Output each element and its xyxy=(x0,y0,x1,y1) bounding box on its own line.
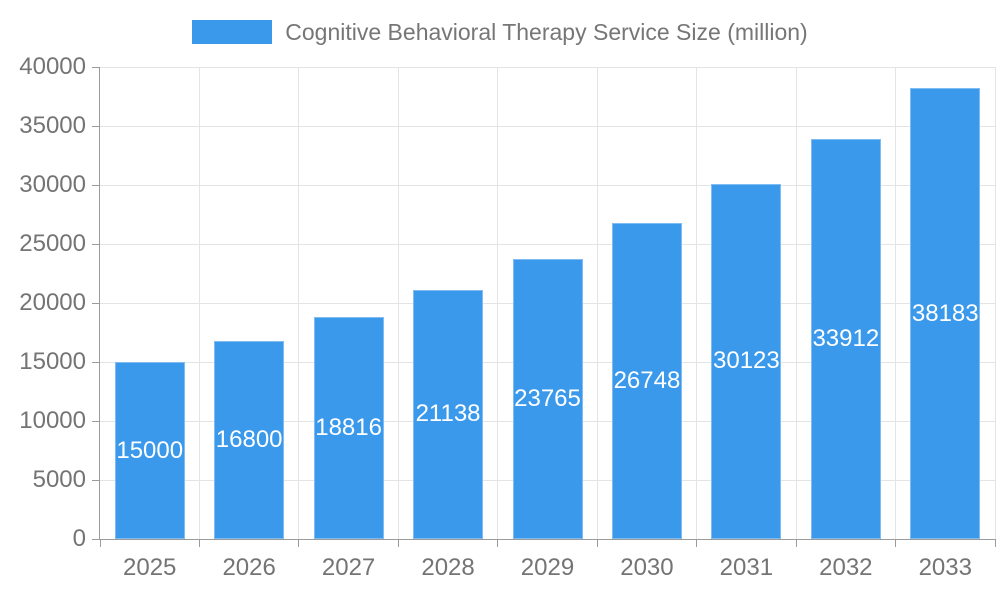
bar-2027[interactable] xyxy=(313,316,384,539)
bar-2028[interactable] xyxy=(413,289,484,539)
x-axis-tick xyxy=(198,539,200,547)
gridline-vertical xyxy=(298,67,300,539)
legend-swatch-icon xyxy=(192,20,273,44)
bar-value-label: 18816 xyxy=(315,413,382,441)
y-axis-tick xyxy=(92,538,100,540)
y-axis-tick xyxy=(92,66,100,68)
y-axis-tick-label: 10000 xyxy=(19,407,86,434)
x-axis-tick xyxy=(298,539,300,547)
bar-2033[interactable] xyxy=(910,88,981,539)
x-axis-tick xyxy=(397,539,399,547)
y-axis-tick xyxy=(92,125,100,127)
gridline-vertical xyxy=(596,67,598,539)
gridline-vertical xyxy=(397,67,399,539)
gridline-vertical xyxy=(198,67,200,539)
y-axis-line xyxy=(99,67,100,540)
gridline-vertical xyxy=(994,67,996,539)
gridline-horizontal xyxy=(100,184,995,186)
gridline-vertical xyxy=(795,67,797,539)
bar-value-label: 23765 xyxy=(514,384,581,412)
x-axis-tick-label: 2030 xyxy=(620,554,674,581)
x-axis-tick xyxy=(696,539,698,547)
x-axis-line xyxy=(100,539,995,540)
x-axis-tick-label: 2027 xyxy=(321,554,376,581)
x-axis-tick xyxy=(596,539,598,547)
bar-value-label: 16800 xyxy=(215,425,283,453)
bar-value-label: 30123 xyxy=(713,347,780,375)
y-axis-tick xyxy=(92,302,100,304)
y-axis-tick xyxy=(92,479,100,481)
bar-value-label: 33912 xyxy=(812,324,880,352)
gridline-vertical xyxy=(696,67,698,539)
x-axis-tick-label: 2031 xyxy=(719,554,774,581)
y-axis-tick-label: 15000 xyxy=(19,348,86,375)
y-axis-tick-label: 35000 xyxy=(19,112,86,139)
bar-2030[interactable] xyxy=(611,223,682,539)
bar-2026[interactable] xyxy=(214,340,285,539)
gridline-horizontal xyxy=(100,243,995,245)
y-axis-tick-label: 30000 xyxy=(19,171,86,198)
x-axis-tick-label: 2029 xyxy=(520,554,575,581)
bar-2025[interactable] xyxy=(114,362,185,539)
y-axis-tick-label: 40000 xyxy=(19,53,86,80)
bar-value-label: 15000 xyxy=(116,436,184,464)
x-axis-tick xyxy=(795,539,797,547)
y-axis-tick xyxy=(92,420,100,422)
x-axis-tick-label: 2033 xyxy=(918,554,972,581)
gridline-horizontal xyxy=(100,125,995,127)
bar-value-label: 21138 xyxy=(415,400,481,428)
bar-2031[interactable] xyxy=(711,183,782,539)
x-axis-tick xyxy=(99,539,101,547)
chart-legend-item[interactable]: Cognitive Behavioral Therapy Service Siz… xyxy=(0,18,1000,46)
y-axis-tick-label: 0 xyxy=(72,525,86,552)
y-axis-tick-label: 5000 xyxy=(32,466,86,493)
x-axis-tick-label: 2028 xyxy=(421,554,475,581)
x-axis-tick-label: 2032 xyxy=(819,554,873,581)
bar-value-label: 26748 xyxy=(613,367,681,395)
y-axis-tick-label: 25000 xyxy=(19,230,86,257)
legend-label: Cognitive Behavioral Therapy Service Siz… xyxy=(285,18,808,45)
x-axis-tick xyxy=(895,539,897,547)
bar-2032[interactable] xyxy=(810,138,881,539)
y-axis-tick-label: 20000 xyxy=(19,289,86,316)
y-axis-tick xyxy=(92,361,100,363)
bar-value-label: 38183 xyxy=(911,299,979,327)
gridline-horizontal xyxy=(100,66,995,68)
y-axis-tick xyxy=(92,243,100,245)
x-axis-tick xyxy=(497,539,499,547)
bar-2029[interactable] xyxy=(512,258,583,539)
x-axis-tick xyxy=(994,539,996,547)
gridline-vertical xyxy=(497,67,499,539)
y-axis-tick xyxy=(92,184,100,186)
x-axis-tick-label: 2025 xyxy=(123,554,177,581)
gridline-vertical xyxy=(895,67,897,539)
x-axis-tick-label: 2026 xyxy=(222,554,276,581)
